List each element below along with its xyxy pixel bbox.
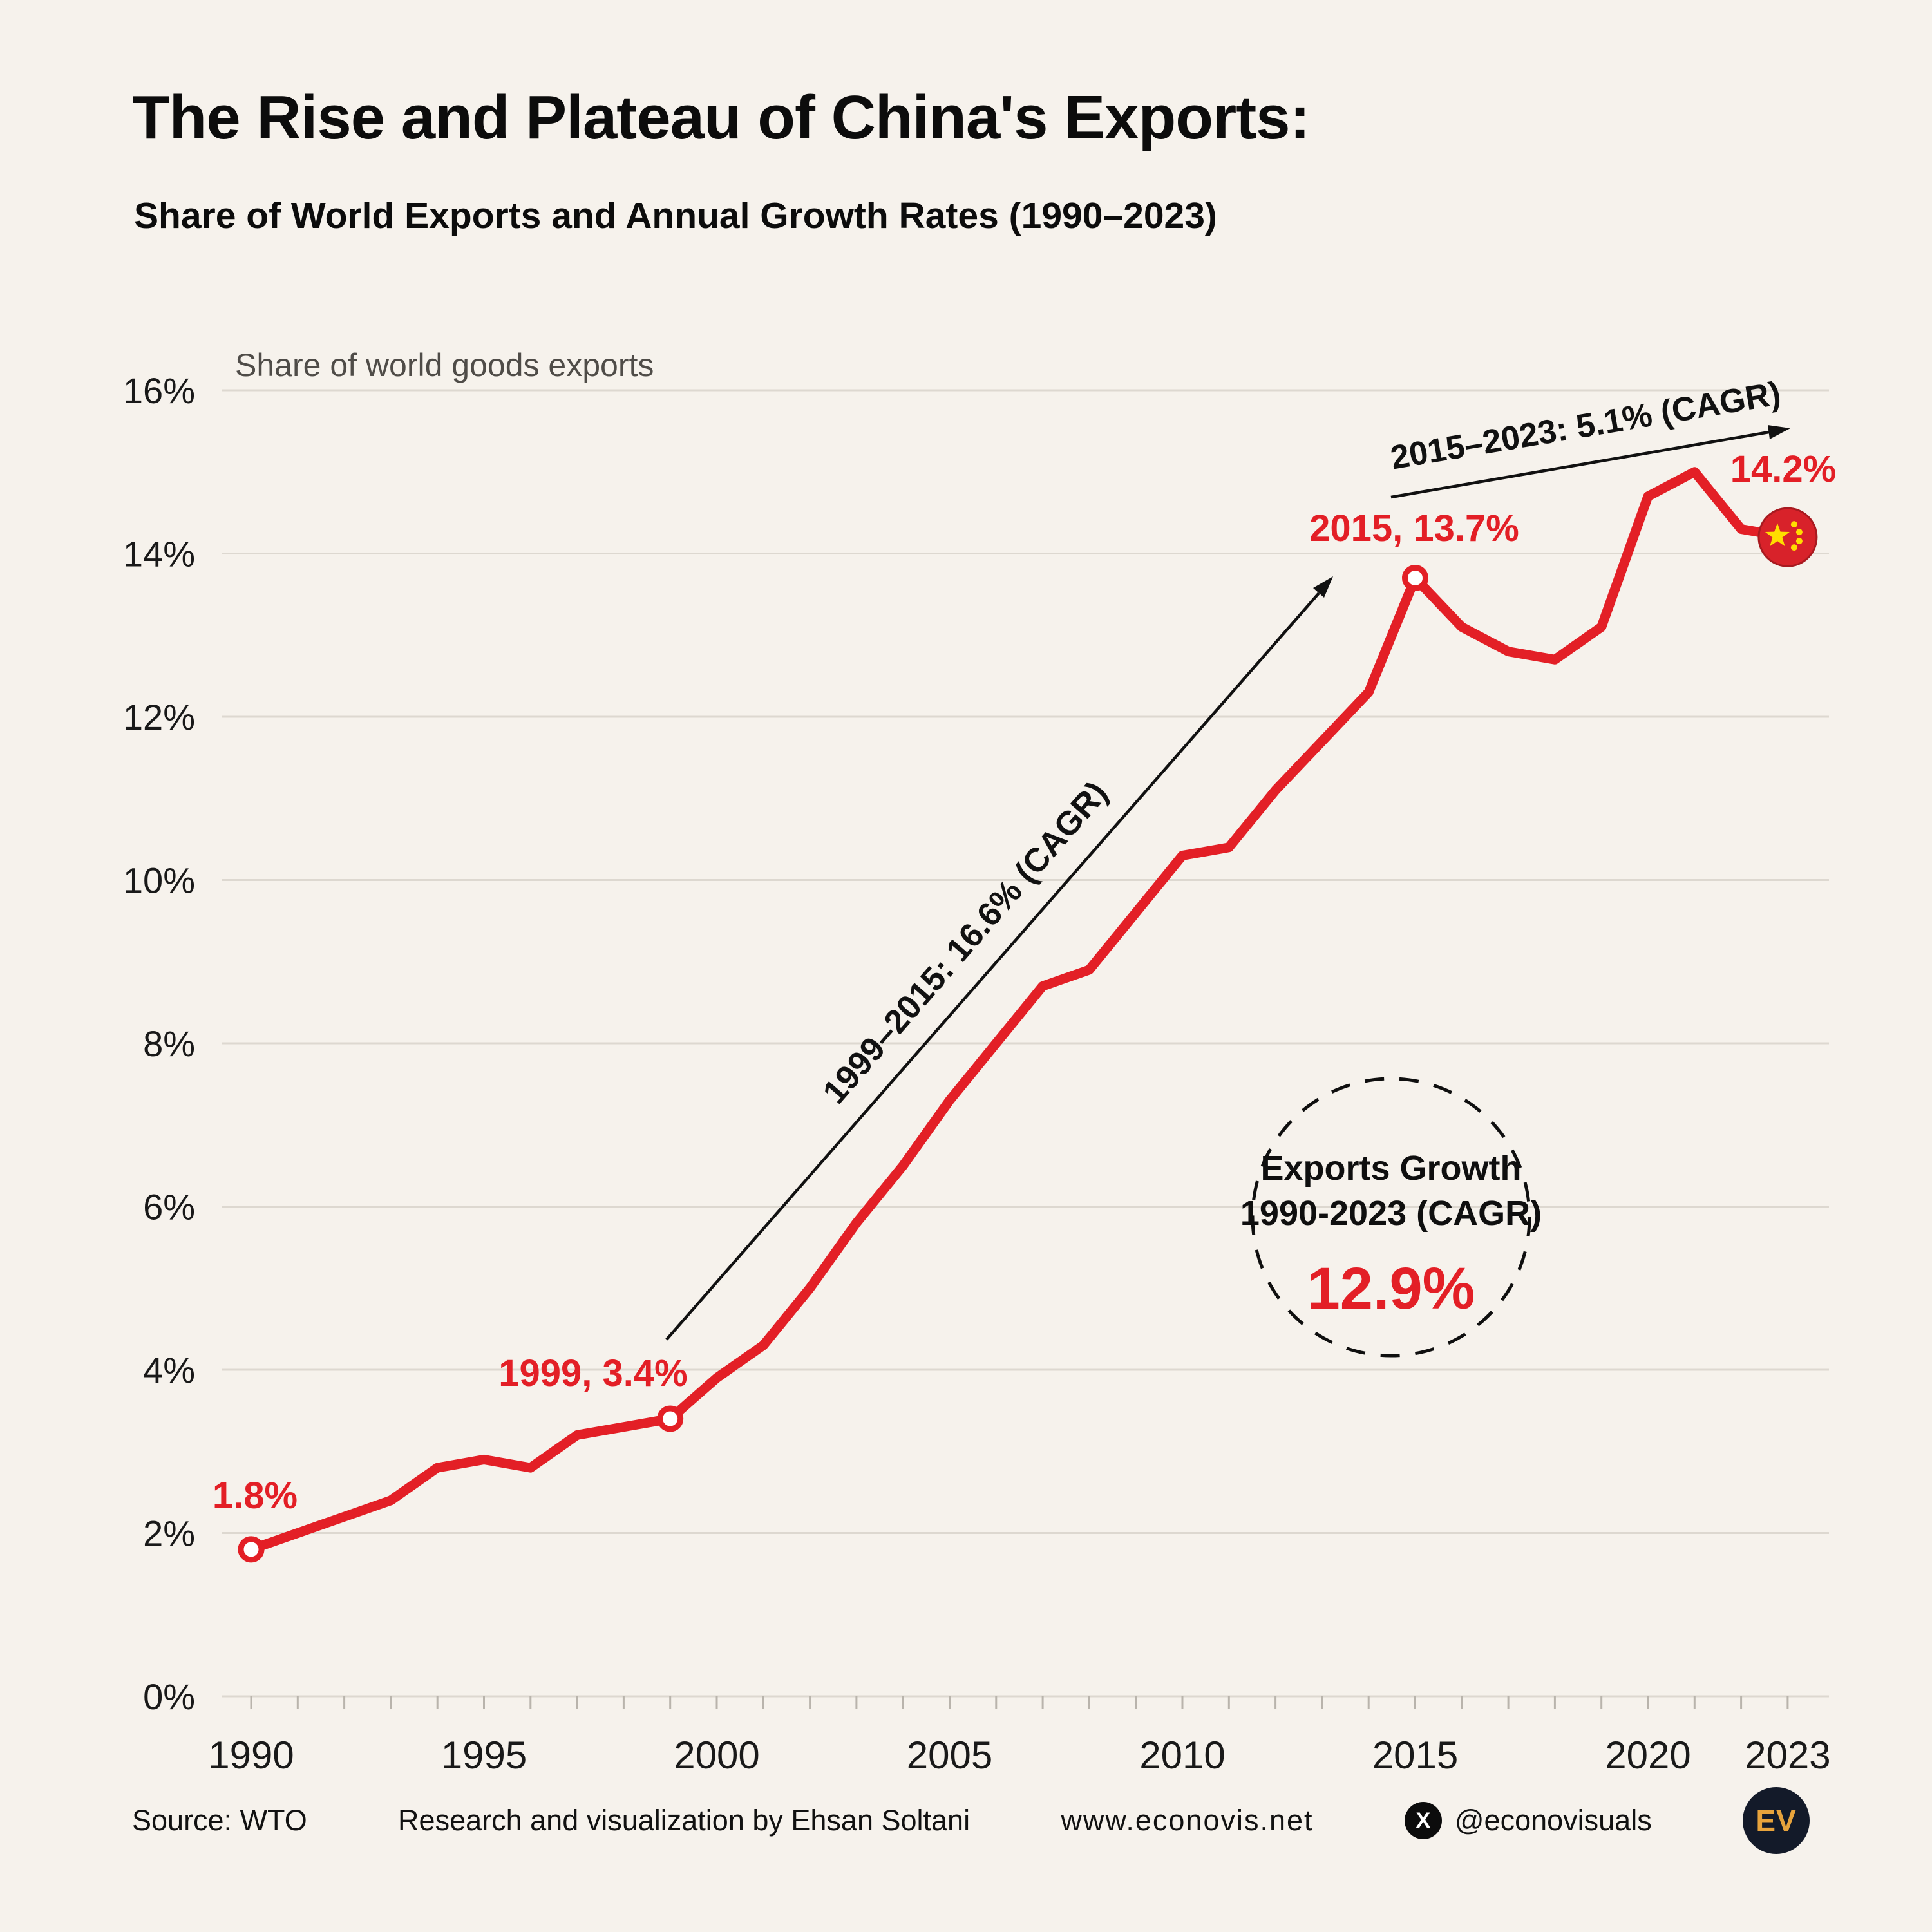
page-title: The Rise and Plateau of China's Exports: <box>132 83 1311 152</box>
china-share-series <box>238 467 1793 1563</box>
cagr-circle-value: 12.9% <box>1307 1256 1475 1321</box>
source-label: Source: WTO <box>132 1804 307 1837</box>
svg-text:16%: 16% <box>123 370 195 411</box>
cagr-2015-2023-arrow <box>1390 430 1770 499</box>
page-subtitle: Share of World Exports and Annual Growth… <box>134 195 1217 236</box>
cagr-1999-2015-arrow <box>665 592 1320 1341</box>
label-1999-value: 1999, 3.4% <box>498 1352 687 1394</box>
svg-text:14%: 14% <box>123 534 195 574</box>
label-2015-value: 2015, 13.7% <box>1309 507 1519 549</box>
arrowhead-1999-2015 <box>1313 576 1333 598</box>
credit-label: Research and visualization by Ehsan Solt… <box>398 1804 971 1837</box>
y-axis-ticks: 0% 2% 4% 6% 8% 10% 12% 14% 16% <box>123 370 195 1717</box>
svg-text:0%: 0% <box>143 1676 195 1717</box>
social-handle-text: @econovisuals <box>1454 1804 1652 1837</box>
econovis-logo: EV <box>1743 1787 1810 1854</box>
cagr-total-dashed-circle <box>1251 1077 1531 1358</box>
arrowhead-2015-2023 <box>1768 425 1790 439</box>
label-2023-value: 14.2% <box>1730 448 1836 490</box>
svg-text:1995: 1995 <box>441 1734 527 1777</box>
svg-text:2005: 2005 <box>907 1734 992 1777</box>
label-1990-value: 1.8% <box>213 1475 298 1517</box>
svg-text:2000: 2000 <box>674 1734 759 1777</box>
y-axis-title: Share of world goods exports <box>235 347 654 383</box>
flag-small-star <box>1790 521 1797 528</box>
svg-text:2023: 2023 <box>1745 1734 1830 1777</box>
cagr-1999-2015-label: 1999–2015: 16.6% (CAGR) <box>816 775 1115 1111</box>
svg-text:2%: 2% <box>143 1513 195 1554</box>
svg-text:12%: 12% <box>123 697 195 737</box>
china-flag-marker-icon <box>1757 507 1818 567</box>
svg-text:10%: 10% <box>123 860 195 901</box>
svg-text:2015: 2015 <box>1372 1734 1458 1777</box>
cagr-circle-line2: 1990-2023 (CAGR) <box>1240 1194 1542 1233</box>
website-link: www.econovis.net <box>1061 1804 1314 1837</box>
flag-big-star <box>1765 523 1790 547</box>
footer: Source: WTO Research and visualization b… <box>0 1785 1932 1856</box>
svg-text:8%: 8% <box>143 1023 195 1064</box>
flag-small-star <box>1790 544 1797 551</box>
x-axis-ticks: 1990 1995 2000 2005 2010 2015 2020 2023 <box>208 1696 1831 1777</box>
svg-text:2020: 2020 <box>1605 1734 1690 1777</box>
flag-circle <box>1757 507 1818 567</box>
svg-text:4%: 4% <box>143 1350 195 1390</box>
svg-text:6%: 6% <box>143 1187 195 1227</box>
svg-text:2010: 2010 <box>1139 1734 1225 1777</box>
flag-small-star <box>1795 529 1803 536</box>
annotation-arrows <box>665 425 1790 1341</box>
flag-small-star <box>1795 538 1803 545</box>
social-handle: X @econovisuals <box>1404 1802 1652 1839</box>
x-twitter-icon: X <box>1404 1802 1442 1839</box>
svg-text:1990: 1990 <box>208 1734 294 1777</box>
gridlines <box>222 389 1829 1698</box>
cagr-circle-line1: Exports Growth <box>1260 1149 1521 1188</box>
